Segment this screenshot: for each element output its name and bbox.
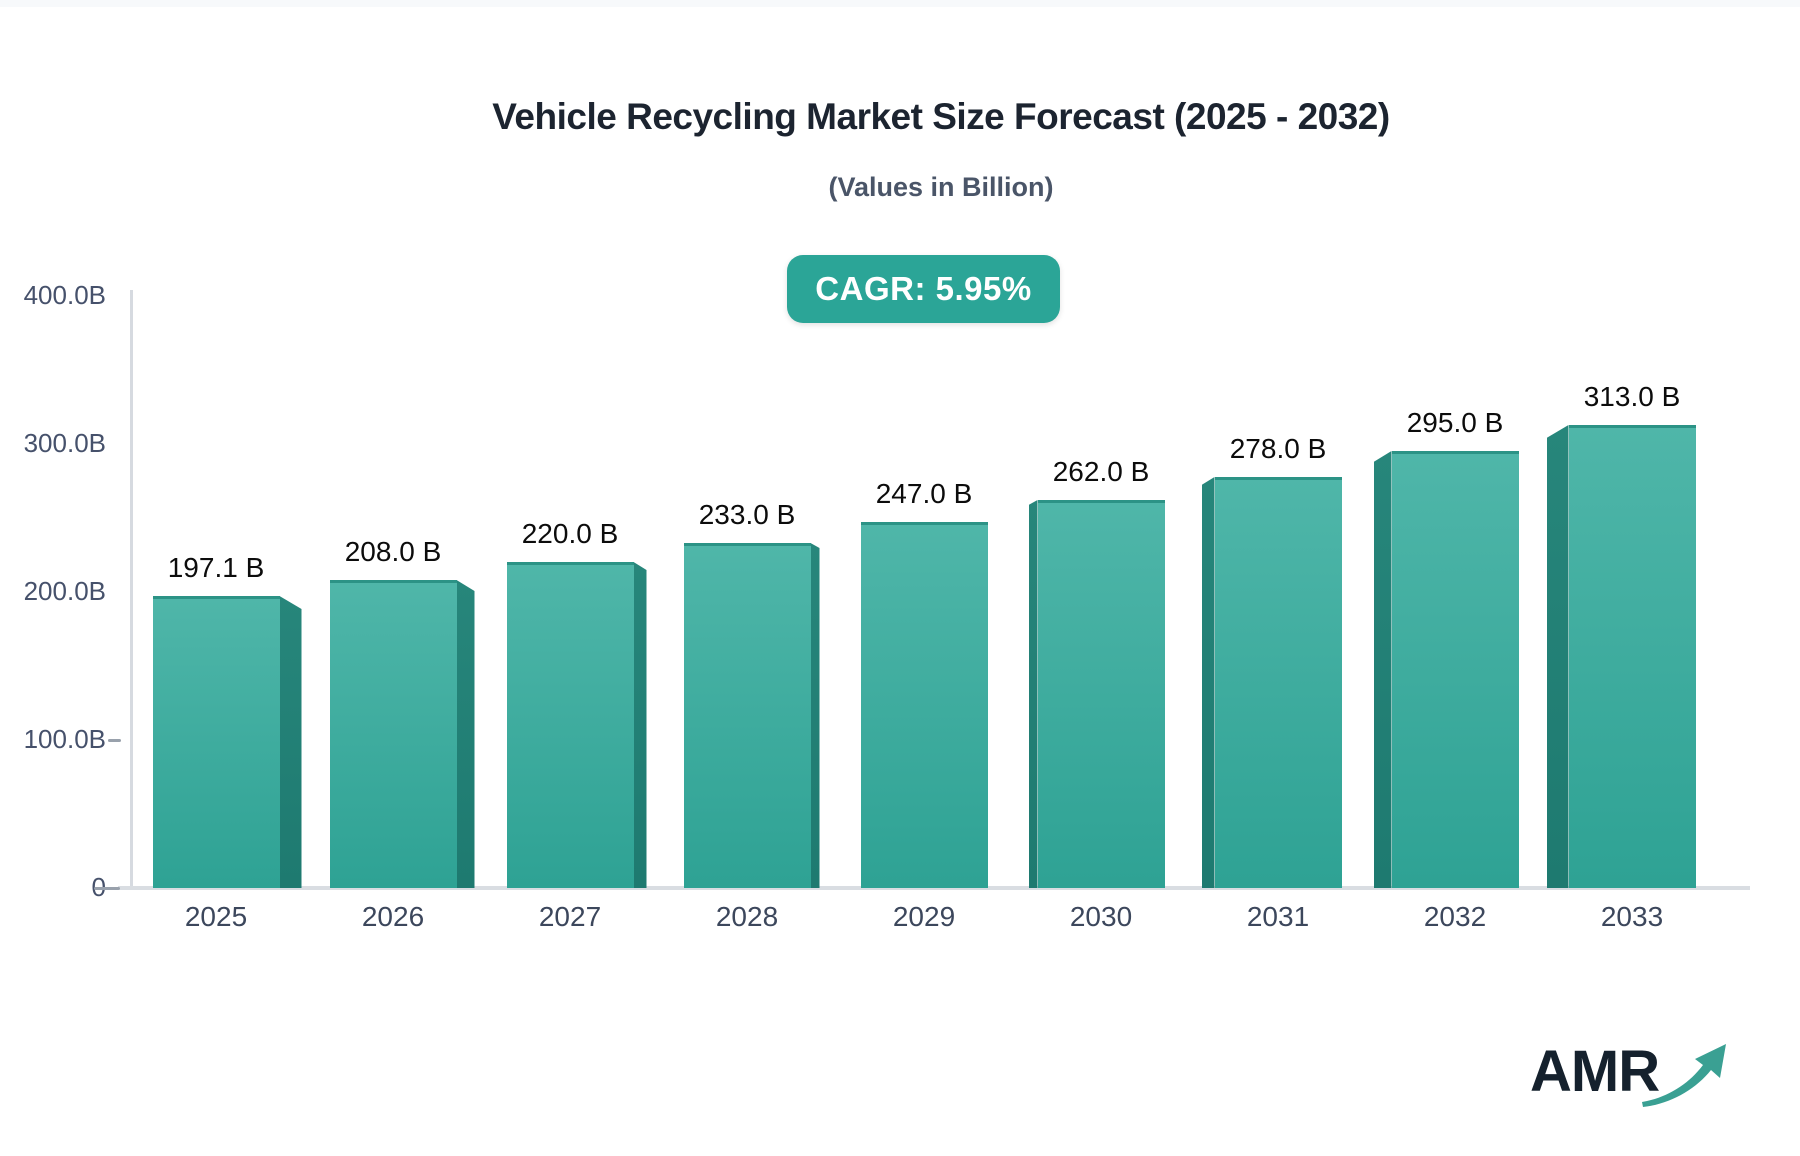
x-tick-label: 2026	[361, 901, 425, 932]
bar-side-face	[456, 580, 475, 888]
bar-value-label: 220.0 B	[521, 518, 619, 549]
x-tick-label: 2031	[1246, 901, 1310, 932]
x-tick-label: 2027	[538, 901, 602, 932]
bar	[329, 580, 475, 888]
bar-value-label: 262.0 B	[1052, 456, 1150, 487]
bar-front-face	[1391, 451, 1519, 888]
bar-front-face	[506, 562, 634, 888]
bar	[1028, 500, 1165, 888]
y-axis-line	[130, 290, 133, 890]
chart-title: Vehicle Recycling Market Size Forecast (…	[492, 96, 1390, 137]
chart-subtitle: (Values in Billion)	[828, 172, 1054, 202]
bar	[1201, 477, 1342, 888]
y-tick-label: 200.0B	[23, 576, 106, 606]
bar-front-face	[329, 580, 457, 888]
y-tick-label: 100.0B	[23, 724, 106, 754]
x-tick-label: 2025	[184, 901, 248, 932]
bar-value-label: 208.0 B	[344, 536, 442, 567]
bar	[1373, 451, 1519, 888]
y-tick-label: 0	[14, 872, 106, 903]
y-tick-mark	[94, 887, 120, 890]
bar-side-face	[1546, 425, 1569, 888]
bar-value-label: 247.0 B	[875, 478, 973, 509]
y-tick-label: 400.0B	[23, 280, 106, 310]
x-tick-label: 2030	[1069, 901, 1133, 932]
bar-value-label: 313.0 B	[1583, 381, 1681, 412]
bar	[1546, 425, 1696, 888]
bar-side-face	[633, 562, 647, 888]
bar-side-face	[1373, 451, 1392, 888]
bar	[683, 543, 820, 888]
x-tick-label: 2029	[892, 901, 956, 932]
bar-front-face	[683, 543, 811, 888]
bar-front-face	[152, 596, 280, 888]
bar-value-label: 295.0 B	[1406, 407, 1504, 438]
bar-front-face	[860, 522, 988, 888]
y-tick-label: 300.0B	[23, 428, 106, 458]
bar-front-face	[1568, 425, 1696, 888]
growth-arrow-icon	[1640, 1038, 1732, 1115]
bar-value-label: 278.0 B	[1229, 433, 1327, 464]
bar-side-face	[279, 596, 302, 888]
bar	[152, 596, 302, 888]
amr-logo-text: AMR	[1530, 1039, 1660, 1104]
x-tick-label: 2028	[715, 901, 779, 932]
cagr-badge-label: CAGR: 5.95%	[815, 270, 1032, 307]
bar-value-label: 197.1 B	[167, 552, 265, 583]
bar-front-face	[1214, 477, 1342, 888]
y-tick-mark	[108, 739, 121, 742]
bar-value-label: 233.0 B	[698, 499, 796, 530]
bar	[860, 522, 988, 888]
bar-side-face	[810, 543, 820, 888]
bar-side-face	[1201, 477, 1215, 888]
x-tick-label: 2033	[1600, 901, 1664, 932]
bar	[506, 562, 647, 888]
cagr-badge: CAGR: 5.95%	[787, 255, 1060, 323]
bar-side-face	[1028, 500, 1038, 888]
page-top-strip	[0, 0, 1800, 7]
x-tick-label: 2032	[1423, 901, 1487, 932]
amr-logo: AMR	[1530, 1038, 1730, 1118]
x-axis-line	[118, 886, 1750, 890]
bar-front-face	[1037, 500, 1165, 888]
